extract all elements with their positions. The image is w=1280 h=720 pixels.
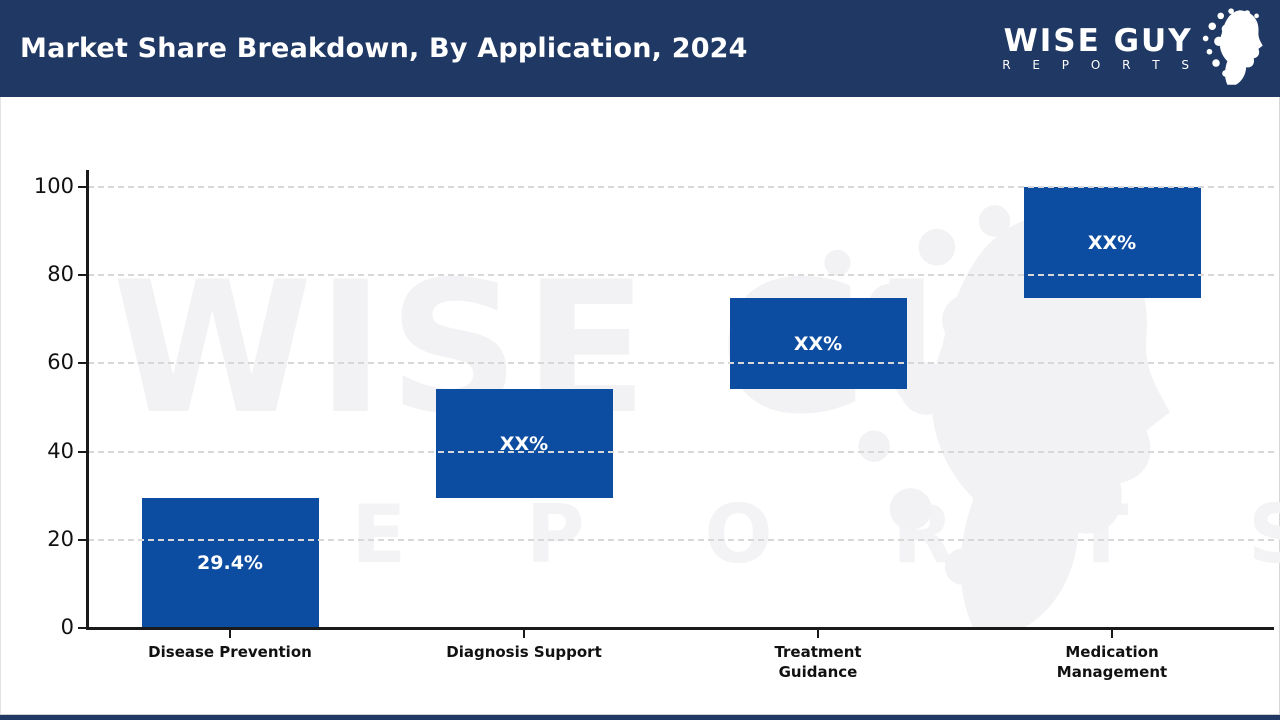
bottom-divider [0,714,1280,715]
chart-title: Market Share Breakdown, By Application, … [20,33,748,64]
y-tick-label: 60 [47,350,74,375]
y-tick [78,274,86,277]
bar-value-label: XX% [793,332,843,355]
x-tick [817,629,819,638]
category-label: Treatment Guidance [774,643,862,682]
brand-face-icon [1200,7,1266,91]
bar-value-label: XX% [499,432,549,455]
header: Market Share Breakdown, By Application, … [0,0,1280,97]
y-tick-label: 100 [33,174,74,198]
bar-3 [1023,187,1201,299]
y-tick [78,627,86,629]
y-tick-label: 20 [47,526,74,551]
footer-bar [0,715,1280,720]
brand-logo-text: WISE GUY R E P O R T S [998,25,1198,73]
brand-logo: WISE GUY R E P O R T S [998,7,1280,91]
gridline-40 [88,450,1274,453]
x-tick [523,629,525,638]
brand-tagline: R E P O R T S [1002,58,1198,73]
x-axis [86,627,1274,630]
gridline-80 [88,274,1274,277]
category-label: Medication Management [1056,643,1168,682]
bar-value-label: XX% [1087,231,1137,254]
bar-1 [435,388,613,499]
bar-2 [729,298,907,389]
y-tick [78,450,86,453]
gridline-100 [88,186,1274,188]
y-tick-label: 40 [47,438,74,463]
bar-value-label: 29.4% [197,552,263,575]
y-axis [86,170,89,630]
y-tick [78,538,86,541]
x-tick [1111,629,1113,638]
y-tick-label: 80 [47,262,74,287]
y-tick-label: 0 [60,615,74,639]
gridline-20 [88,538,1274,541]
gridline-60 [88,362,1274,365]
x-tick [229,629,231,638]
bar-0 [141,498,319,628]
y-tick [78,362,86,365]
brand-name: WISE GUY [1003,22,1193,59]
y-tick [78,186,86,188]
category-label: Diagnosis Support [446,643,602,661]
category-label: Disease Prevention [148,643,312,661]
